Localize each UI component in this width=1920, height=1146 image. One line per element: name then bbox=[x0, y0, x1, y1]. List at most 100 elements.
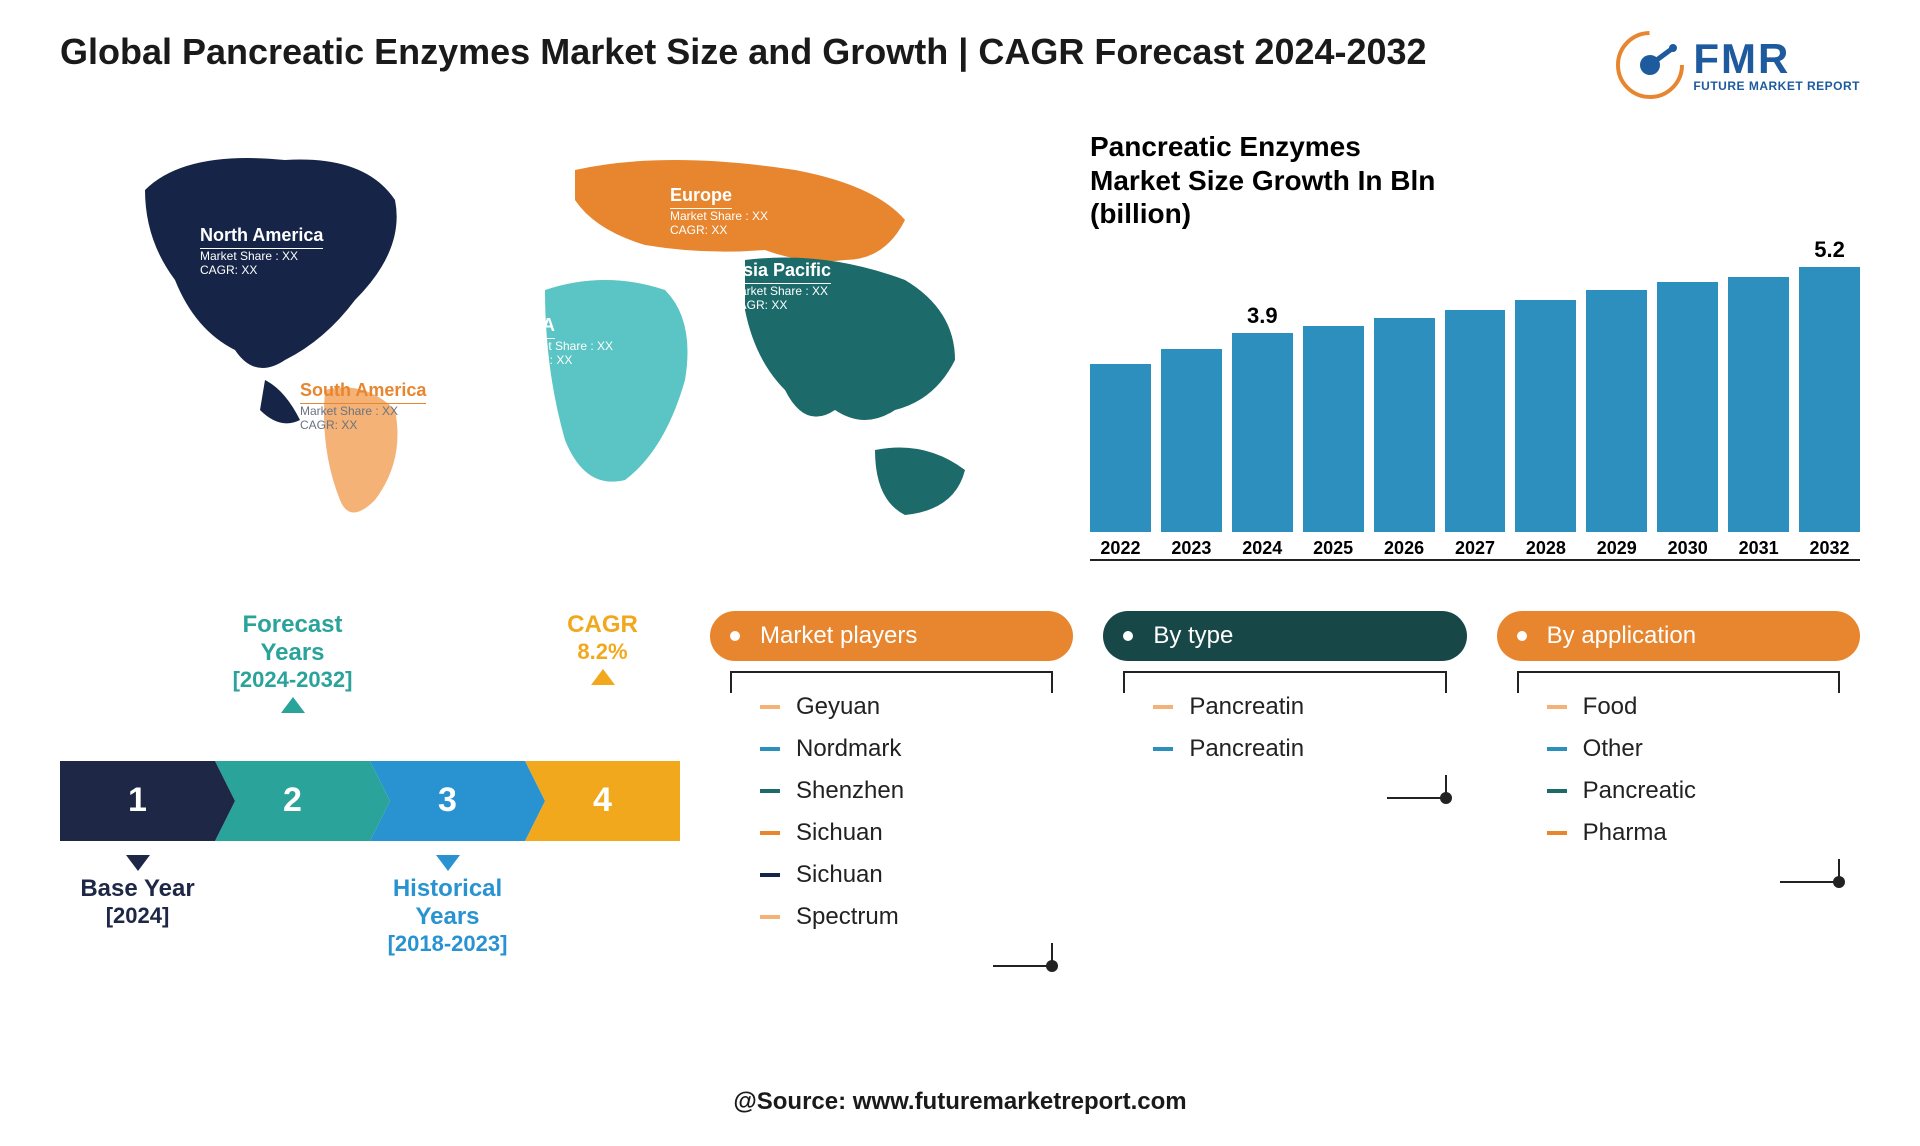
region-share: Market Share : XX bbox=[300, 404, 426, 418]
list-item: Sichuan bbox=[760, 861, 1043, 889]
region-share: Market Share : XX bbox=[670, 209, 768, 223]
timeline-bar: 1234 bbox=[60, 761, 680, 841]
source-text: @Source: www.futuremarketreport.com bbox=[733, 1088, 1186, 1116]
by-type-col: By type Pancreatin Pancreatin bbox=[1103, 611, 1466, 797]
timeline-seg: 4 bbox=[525, 761, 680, 841]
list-text: Pancreatic bbox=[1583, 777, 1696, 805]
timeline-label: Base Year[2024] bbox=[60, 851, 215, 929]
pill-text: By type bbox=[1153, 622, 1233, 650]
bar-value: 5.2 bbox=[1814, 237, 1845, 263]
bar-label: 2022 bbox=[1100, 538, 1140, 559]
timeline-label: Forecast Years[2024-2032] bbox=[215, 611, 370, 717]
bracket-dot bbox=[1833, 876, 1845, 888]
list-item: Shenzhen bbox=[760, 777, 1043, 805]
label-sa: South America Market Share : XX CAGR: XX bbox=[300, 380, 426, 432]
timeline-seg: 3 bbox=[370, 761, 525, 841]
list-item: Pancreatin bbox=[1153, 693, 1436, 721]
bracket-box: Geyuan Nordmark Shenzhen Sichuan Sichuan Spec… bbox=[730, 671, 1053, 965]
bar bbox=[1728, 277, 1789, 532]
bracket-box: Pancreatin Pancreatin bbox=[1123, 671, 1446, 797]
list-item: Spectrum bbox=[760, 903, 1043, 931]
region-share: Market Share : XX bbox=[515, 339, 613, 353]
bar-label: 2025 bbox=[1313, 538, 1353, 559]
region-cagr: CAGR: XX bbox=[730, 298, 831, 312]
timeline-seg: 2 bbox=[215, 761, 370, 841]
timeline-label: CAGR8.2% bbox=[525, 611, 680, 689]
list-item: Pancreatin bbox=[1153, 735, 1436, 763]
list-item: Food bbox=[1547, 693, 1830, 721]
bar-wrap: 2022 bbox=[1090, 364, 1151, 559]
region-name: North America bbox=[200, 225, 323, 249]
list-text: Geyuan bbox=[796, 693, 880, 721]
bar-label: 2029 bbox=[1597, 538, 1637, 559]
list-item: Sichuan bbox=[760, 819, 1043, 847]
pill-header: Market players bbox=[710, 611, 1073, 661]
region-share: Market Share : XX bbox=[730, 284, 831, 298]
bar bbox=[1515, 300, 1576, 532]
bar-label: 2030 bbox=[1668, 538, 1708, 559]
bar-wrap: 3.92024 bbox=[1232, 303, 1293, 559]
label-ap: Asia Pacific Market Share : XX CAGR: XX bbox=[730, 260, 831, 312]
list-text: Pharma bbox=[1583, 819, 1667, 847]
bar-label: 2026 bbox=[1384, 538, 1424, 559]
bar-wrap: 2025 bbox=[1303, 326, 1364, 559]
bar-chart-area: Pancreatic Enzymes Market Size Growth In… bbox=[1090, 130, 1860, 561]
chart-title: Pancreatic Enzymes Market Size Growth In… bbox=[1090, 130, 1450, 231]
list-text: Pancreatin bbox=[1189, 735, 1304, 763]
list-item: Pharma bbox=[1547, 819, 1830, 847]
bar-wrap: 5.22032 bbox=[1799, 237, 1860, 559]
bar bbox=[1445, 310, 1506, 531]
by-application-col: By applicationFoodOtherPancreaticPharma bbox=[1497, 611, 1860, 881]
header: Global Pancreatic Enzymes Market Size an… bbox=[60, 30, 1860, 100]
bracket-box: Food Other Pancreatic Pharma bbox=[1517, 671, 1840, 881]
region-share: Market Share : XX bbox=[200, 249, 323, 263]
region-cagr: CAGR: XX bbox=[200, 263, 323, 277]
bar-label: 2027 bbox=[1455, 538, 1495, 559]
list-text: Sichuan bbox=[796, 819, 883, 847]
bar bbox=[1303, 326, 1364, 532]
bar bbox=[1161, 349, 1222, 532]
bar-wrap: 2029 bbox=[1586, 290, 1647, 559]
region-name: MEA bbox=[515, 315, 555, 339]
list-item: Other bbox=[1547, 735, 1830, 763]
top-row: North America Market Share : XX CAGR: XX… bbox=[60, 130, 1860, 561]
label-eu: Europe Market Share : XX CAGR: XX bbox=[670, 185, 768, 237]
region-name: Asia Pacific bbox=[730, 260, 831, 284]
bar-wrap: 2023 bbox=[1161, 349, 1222, 559]
list-text: Other bbox=[1583, 735, 1643, 763]
timeline-label: Historical Years[2018-2023] bbox=[370, 851, 525, 957]
bar bbox=[1586, 290, 1647, 532]
list-item: Geyuan bbox=[760, 693, 1043, 721]
list-text: Shenzhen bbox=[796, 777, 904, 805]
logo-text: FMR FUTURE MARKET REPORT bbox=[1693, 38, 1860, 92]
bar-label: 2023 bbox=[1171, 538, 1211, 559]
list-text: Pancreatin bbox=[1189, 693, 1304, 721]
pill-header: By type bbox=[1103, 611, 1466, 661]
bar-chart: 2022 2023 3.92024 2025 2026 2027 2028 2029 2030 2… bbox=[1090, 241, 1860, 561]
world-map: North America Market Share : XX CAGR: XX… bbox=[60, 130, 1050, 530]
logo: FMR FUTURE MARKET REPORT bbox=[1615, 30, 1860, 100]
region-mea bbox=[545, 280, 688, 482]
bar bbox=[1090, 364, 1151, 532]
bar-wrap: 2028 bbox=[1515, 300, 1576, 559]
bar bbox=[1799, 267, 1860, 532]
pill-text: Market players bbox=[760, 622, 917, 650]
bracket-bottom bbox=[1387, 775, 1447, 799]
bar-label: 2028 bbox=[1526, 538, 1566, 559]
list-item: Nordmark bbox=[760, 735, 1043, 763]
timeline-seg: 1 bbox=[60, 761, 215, 841]
bar-wrap: 2026 bbox=[1374, 318, 1435, 559]
bar-wrap: 2031 bbox=[1728, 277, 1789, 559]
list-item: Pancreatic bbox=[1547, 777, 1830, 805]
timeline: 1234 Base Year[2024] Forecast Years[2024-… bbox=[60, 611, 680, 931]
region-cagr: CAGR: XX bbox=[670, 223, 768, 237]
page-title: Global Pancreatic Enzymes Market Size an… bbox=[60, 30, 1427, 73]
market-players-col: Market players Geyuan Nordmark Shenzhen Sich… bbox=[710, 611, 1073, 965]
label-na: North America Market Share : XX CAGR: XX bbox=[200, 225, 323, 277]
label-mea: MEA Market Share : XX CAGR: XX bbox=[515, 315, 613, 367]
region-cagr: CAGR: XX bbox=[515, 353, 613, 367]
list-text: Food bbox=[1583, 693, 1638, 721]
bottom-row: 1234 Base Year[2024] Forecast Years[2024-… bbox=[60, 611, 1860, 965]
bar bbox=[1232, 333, 1293, 532]
bar-wrap: 2030 bbox=[1657, 282, 1718, 558]
